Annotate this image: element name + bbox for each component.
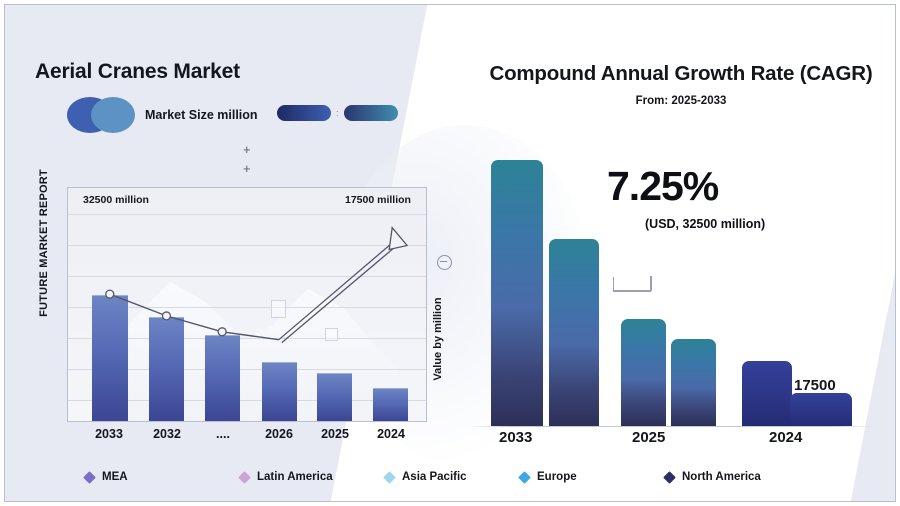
left-market-size-chart	[67, 187, 427, 422]
bar-2024-primary	[742, 361, 792, 426]
y-axis-label-value-by-million: Value by million	[432, 297, 444, 381]
x-label-right-2033: 2033	[499, 429, 533, 446]
bar-2032	[149, 317, 184, 421]
trend-point	[105, 289, 115, 299]
trend-line-overlay	[105, 226, 409, 344]
x-label-2033: 2033	[95, 427, 123, 441]
legend-item-north-america[interactable]: North America	[663, 470, 761, 484]
legend-label-mea: MEA	[102, 471, 128, 483]
bar-2033-secondary	[549, 239, 599, 426]
bar-2033	[92, 295, 128, 421]
plus-icon-1: +	[243, 142, 251, 157]
x-label-2025: 2025	[321, 427, 349, 441]
plus-icon-2: +	[243, 161, 251, 176]
legend-item-europe[interactable]: Europe	[518, 470, 665, 484]
cagr-value: 7.25%	[607, 163, 719, 209]
growth-arrow-line-a	[278, 239, 397, 341]
bar-2024-secondary	[790, 393, 852, 426]
gridline	[68, 245, 426, 246]
bar-2033-primary	[491, 160, 543, 426]
region-legend: MEA Latin America Asia Pacific Europe No…	[83, 470, 805, 484]
growth-arrow-line-b	[281, 243, 400, 344]
legend-marker-icon	[238, 470, 251, 484]
venn-circle-right	[91, 97, 135, 133]
swatch-pill-secondary	[343, 105, 398, 121]
y-axis-label-future-market-report: FUTURE MARKET REPORT	[38, 169, 50, 317]
legend-item-asia-pacific[interactable]: Asia Pacific	[383, 470, 520, 484]
gridline	[68, 400, 426, 401]
left-chart-x-axis: 2033 2032 .... 2026 2025 2024	[67, 427, 427, 441]
page-title: Aerial Cranes Market	[35, 60, 240, 83]
infographic-frame: Aerial Cranes Market Market Size million…	[4, 4, 896, 502]
ghost-document-icon	[271, 300, 286, 318]
ghost-square-icon	[325, 328, 338, 341]
gridline	[68, 214, 426, 215]
market-size-legend: Market Size million	[67, 97, 258, 133]
x-label-dots: ....	[216, 427, 230, 441]
annotation-min-value: 17500 million	[345, 194, 411, 206]
data-label-17500: 17500	[794, 377, 836, 394]
legend-marker-icon	[83, 470, 96, 484]
growth-arrow-head	[388, 226, 409, 251]
legend-marker-icon	[383, 470, 396, 484]
x-label-right-2025: 2025	[632, 429, 666, 446]
market-size-legend-label: Market Size million	[145, 108, 258, 122]
legend-label-europe: Europe	[537, 471, 577, 483]
plus-marks: + +	[243, 143, 251, 175]
legend-marker-icon	[663, 470, 676, 484]
chart-baseline	[469, 426, 877, 427]
trend-point	[161, 311, 172, 321]
left-chart-bars	[68, 188, 426, 421]
bracket-mark-end	[650, 276, 652, 291]
bar-2024	[373, 388, 408, 421]
bracket-mark-horizontal	[613, 290, 651, 292]
annotation-max-value: 32500 million	[83, 194, 149, 206]
bar-2026	[262, 362, 297, 421]
right-cagr-chart	[457, 155, 877, 427]
cagr-subtitle: From: 2025-2033	[635, 95, 727, 107]
bar-2025-secondary	[671, 339, 716, 426]
color-swatch-pills: :	[277, 105, 398, 121]
legend-label-north-america: North America	[682, 471, 761, 483]
legend-item-mea[interactable]: MEA	[83, 470, 240, 484]
gridline	[68, 307, 426, 308]
legend-label-latin-america: Latin America	[257, 471, 333, 483]
x-label-2024: 2024	[377, 427, 405, 441]
gridline	[68, 338, 426, 339]
venn-circles-icon	[67, 97, 135, 133]
legend-label-asia-pacific: Asia Pacific	[402, 471, 467, 483]
bar-2025-primary	[621, 319, 666, 426]
circle-minus-icon	[437, 255, 452, 270]
legend-item-latin-america[interactable]: Latin America	[238, 470, 385, 484]
x-label-2026: 2026	[265, 427, 293, 441]
bar-2025	[317, 373, 352, 421]
trend-point	[217, 327, 227, 337]
gridline	[68, 369, 426, 370]
x-label-right-2024: 2024	[769, 429, 803, 446]
swatch-separator: :	[336, 108, 339, 118]
swatch-pill-primary	[277, 105, 331, 121]
gridline	[68, 276, 426, 277]
cagr-note: (USD, 32500 million)	[645, 217, 766, 231]
bracket-mark-vertical	[613, 277, 650, 291]
cagr-title: Compound Annual Growth Rate (CAGR)	[489, 62, 873, 85]
trend-line	[109, 293, 279, 341]
x-label-2032: 2032	[153, 427, 181, 441]
legend-marker-icon	[518, 470, 531, 484]
